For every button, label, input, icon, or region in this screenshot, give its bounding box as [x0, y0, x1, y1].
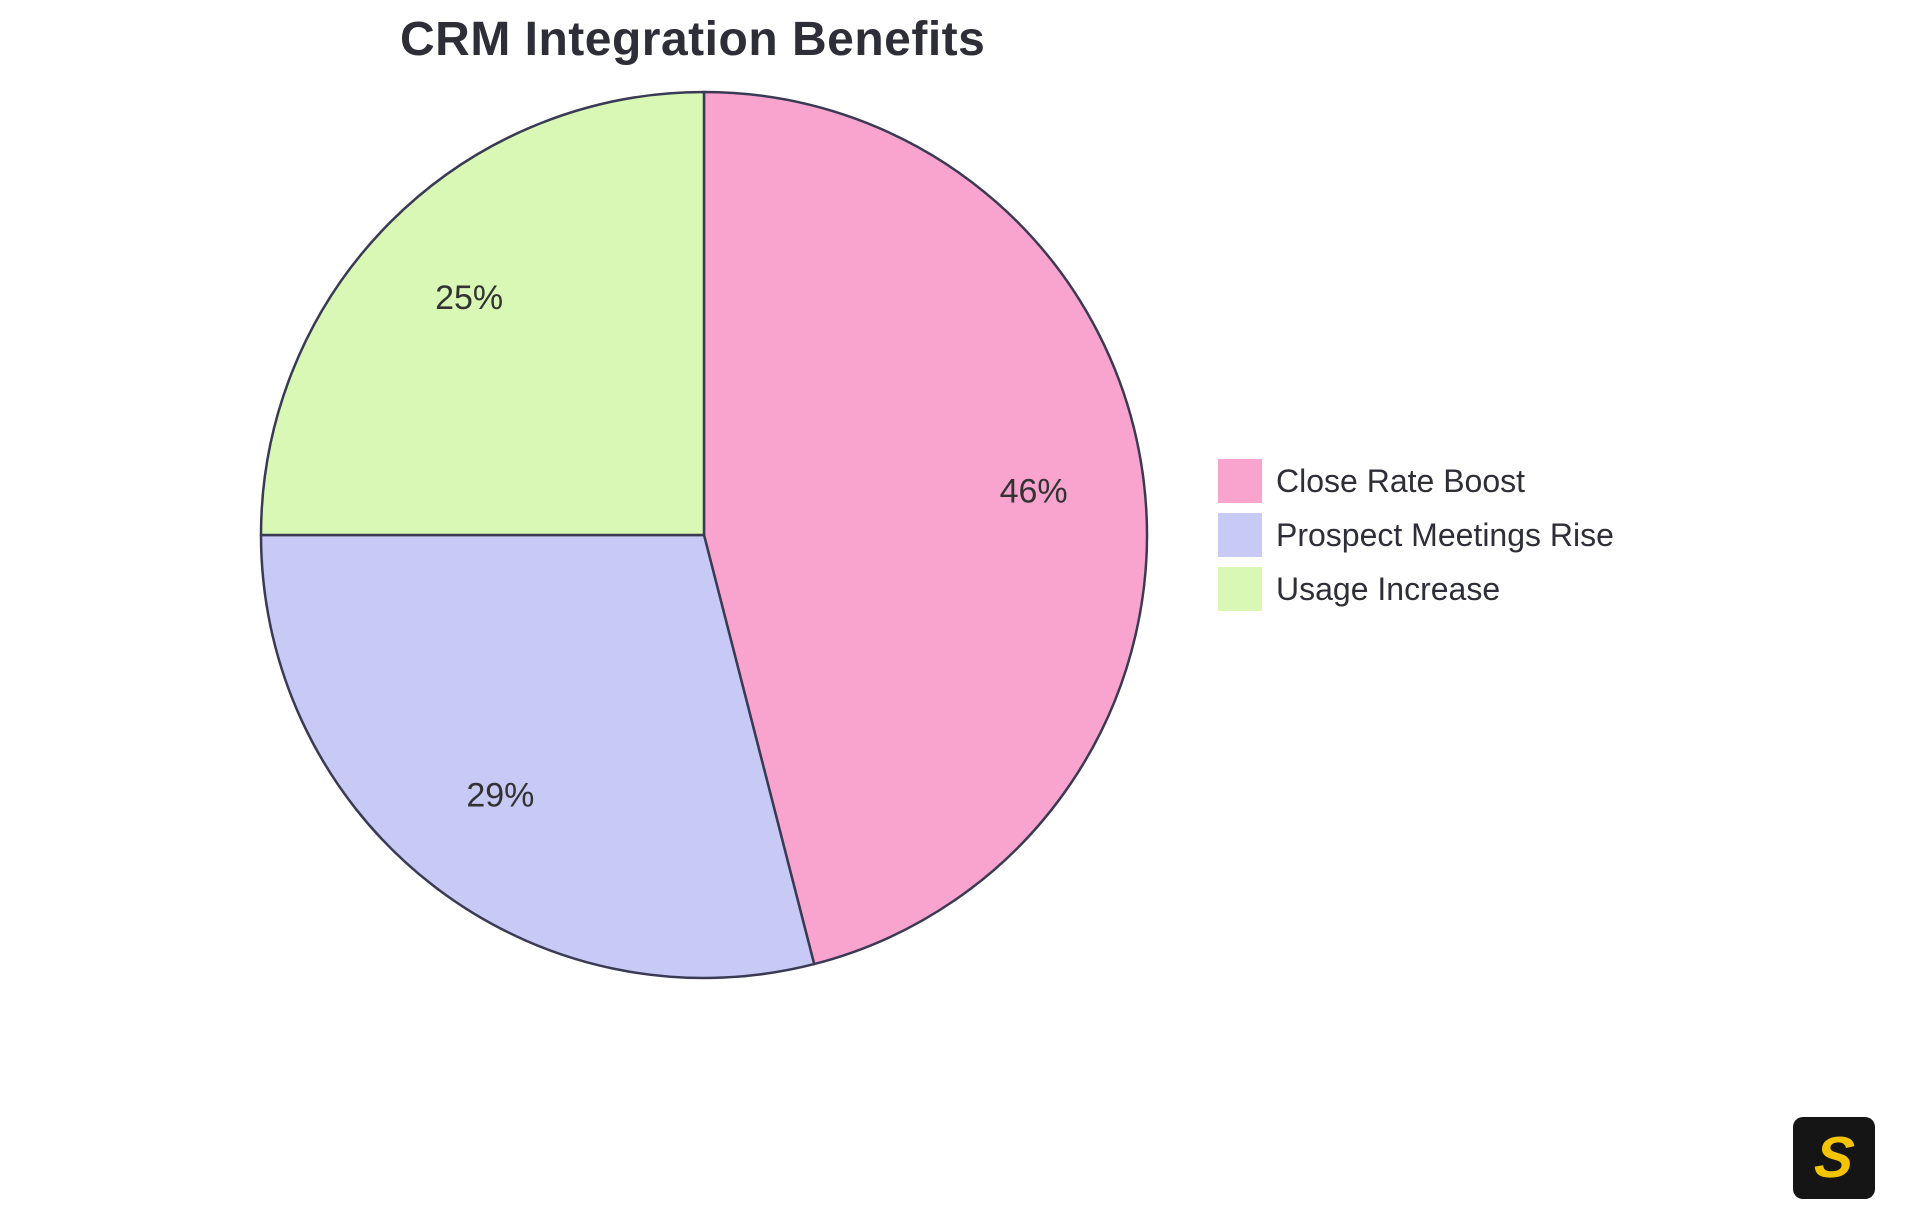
brand-logo: S	[1793, 1117, 1875, 1199]
chart-title: CRM Integration Benefits	[400, 13, 986, 66]
legend-swatch-close-rate-boost	[1218, 459, 1262, 503]
legend-item-usage-increase: Usage Increase	[1218, 567, 1614, 611]
legend-swatch-prospect-meetings-rise	[1218, 513, 1262, 557]
logo-letter: S	[1811, 1125, 1857, 1190]
legend-label-close-rate-boost: Close Rate Boost	[1276, 462, 1526, 499]
slice-label-0: 46%	[1000, 472, 1068, 510]
pie-slice-2	[259, 90, 706, 537]
legend-item-close-rate-boost: Close Rate Boost	[1218, 459, 1614, 503]
legend-label-usage-increase: Usage Increase	[1276, 570, 1501, 607]
legend-swatch-usage-increase	[1218, 567, 1262, 611]
legend-label-prospect-meetings-rise: Prospect Meetings Rise	[1276, 516, 1614, 553]
slice-label-2: 25%	[435, 279, 503, 317]
legend: Close Rate Boost Prospect Meetings Rise …	[1218, 459, 1614, 611]
legend-item-prospect-meetings-rise: Prospect Meetings Rise	[1218, 513, 1614, 557]
pie-chart-svg: 46% 29% 25%	[259, 90, 1149, 980]
pie-chart: 46% 29% 25%	[244, 75, 1164, 995]
pie-slice-0	[702, 90, 1149, 966]
slice-label-1: 29%	[466, 776, 534, 814]
pie-slice-1	[259, 533, 816, 980]
